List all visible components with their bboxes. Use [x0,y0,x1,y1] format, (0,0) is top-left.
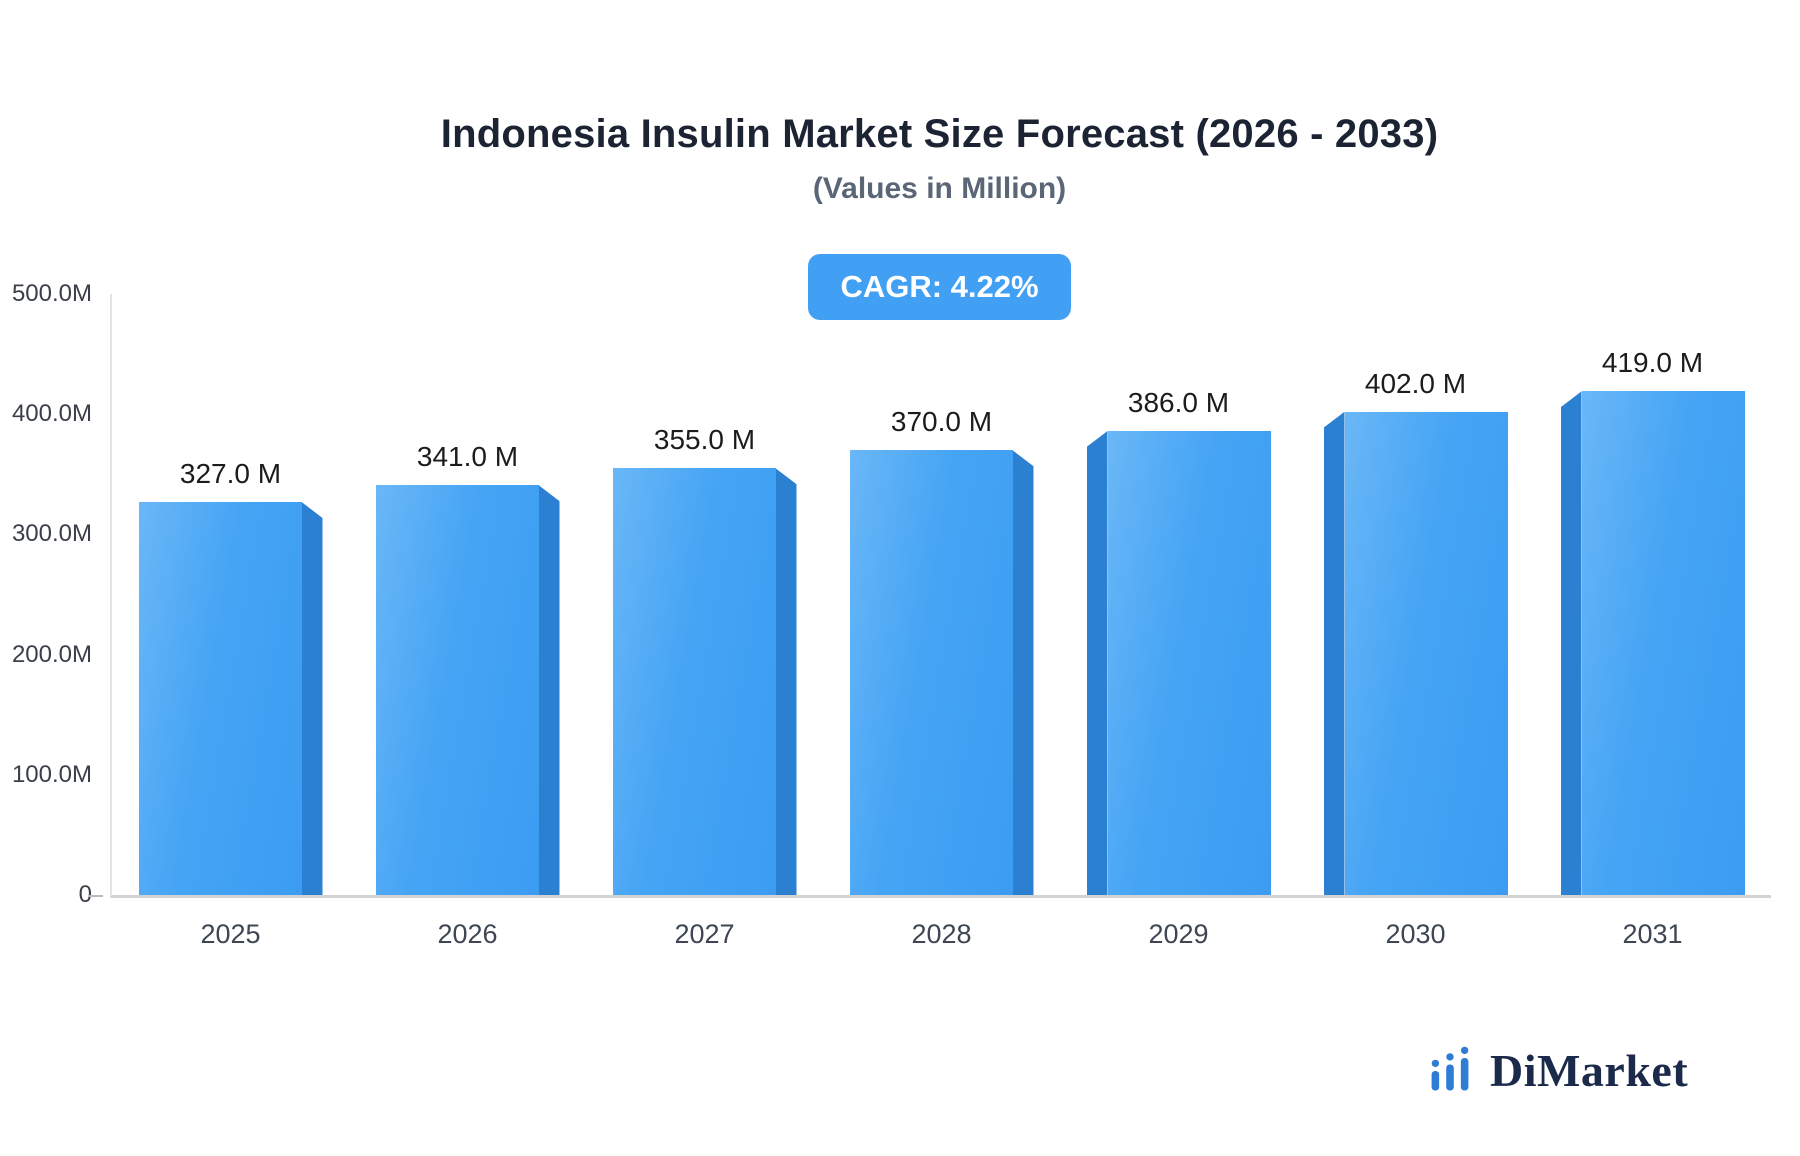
bar-value-label: 341.0 M [416,441,519,473]
bar-slot: 355.0 M 2027 [586,294,823,949]
bar-value-label: 419.0 M [1601,347,1704,379]
x-axis-label: 2025 [200,919,261,949]
y-axis-tick-label: 500.0M [11,280,92,307]
brand-logo-text: DiMarket [1490,1045,1689,1096]
x-axis-label: 2026 [437,919,498,949]
bar-front-face [1581,391,1745,895]
bar-2031: 419.0 M [1560,347,1745,895]
bar-side-face [1012,450,1034,895]
plot-area: 327.0 M 2025 341.0 M 2026 355.0 M 2027 370.0 M… [88,294,1771,949]
bar-slot: 402.0 M 2030 [1297,294,1534,949]
y-axis: 500.0M 400.0M 300.0M 200.0M 100.0M 0 [0,280,98,908]
x-axis-label: 2029 [1148,919,1209,949]
x-axis-label: 2028 [911,919,972,949]
bar-slot: 370.0 M 2028 [823,294,1060,949]
bar-2025: 327.0 M [138,458,323,895]
bar-value-label: 402.0 M [1364,367,1467,399]
y-axis-tick-label: 100.0M [11,760,92,788]
bar-slot: 341.0 M 2026 [349,294,586,949]
bar-value-label: 370.0 M [890,406,993,438]
bar-slot: 419.0 M 2031 [1534,294,1771,949]
bar-value-label: 355.0 M [653,424,756,456]
x-axis-label: 2030 [1385,919,1446,949]
bar-value-label: 386.0 M [1127,387,1230,419]
bar-side-face [301,501,323,895]
bar-front-face [612,468,776,895]
bar-side-face [538,485,560,895]
bar-2026: 341.0 M [375,441,560,895]
y-axis-tick-label: 0 [78,881,92,908]
bar-front-face [1107,431,1271,895]
bar-2030: 402.0 M [1323,368,1508,895]
bar-2029: 386.0 M [1086,387,1271,895]
chart-title: Indonesia Insulin Market Size Forecast (… [440,112,1439,156]
bar-side-face [1560,391,1582,895]
x-axis-label: 2031 [1622,919,1683,949]
cagr-badge: CAGR: 4.22% [808,254,1071,320]
x-axis-label: 2027 [674,919,735,949]
bar-front-face [849,450,1013,895]
bar-chart-icon [1431,1046,1469,1090]
bar-2028: 370.0 M [849,406,1034,895]
bar-2027: 355.0 M [612,424,797,895]
bar-slot: 327.0 M 2025 [112,294,349,949]
bar-front-face [1344,411,1508,895]
bar-side-face [1086,431,1108,895]
chart-subtitle: (Values in Million) [812,172,1067,205]
bars-row: 327.0 M 2025 341.0 M 2026 355.0 M 2027 370.0 M… [112,294,1771,949]
y-axis-tick-label: 400.0M [11,400,92,428]
bar-value-label: 327.0 M [179,457,282,489]
bar-side-face [775,468,797,895]
zero-tick-mark [88,895,103,897]
y-axis-tick-label: 200.0M [11,640,92,668]
bar-front-face [375,485,539,895]
brand-logo: DiMarket [1424,1044,1688,1097]
y-axis-tick-label: 300.0M [11,520,92,548]
bar-front-face [138,501,302,895]
bar-slot: 386.0 M 2029 [1060,294,1297,949]
bar-side-face [1323,411,1345,895]
cagr-badge-wrap: CAGR: 4.22% [110,254,1769,320]
